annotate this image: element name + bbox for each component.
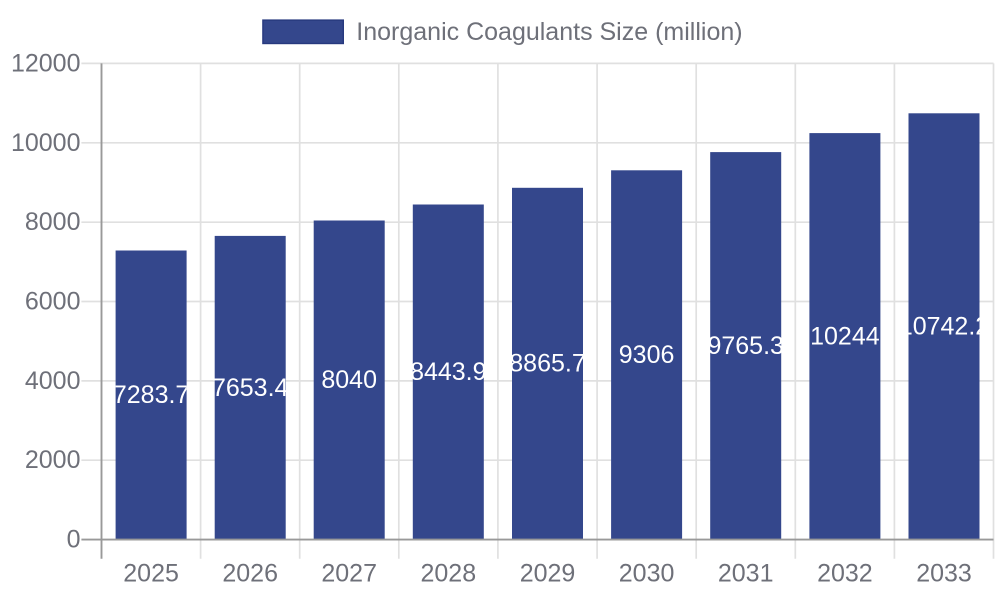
svg-text:10742.2: 10742.2 xyxy=(899,313,989,341)
svg-text:2000: 2000 xyxy=(25,446,81,474)
svg-text:2026: 2026 xyxy=(222,560,278,588)
svg-text:4000: 4000 xyxy=(25,367,81,395)
svg-text:2032: 2032 xyxy=(817,560,873,588)
svg-text:8865.7: 8865.7 xyxy=(509,350,585,378)
svg-text:2028: 2028 xyxy=(420,560,476,588)
svg-text:2025: 2025 xyxy=(123,560,179,588)
svg-text:8000: 8000 xyxy=(25,208,81,236)
svg-text:10244: 10244 xyxy=(810,322,880,350)
svg-text:Inorganic Coagulants Size (mil: Inorganic Coagulants Size (million) xyxy=(356,18,742,46)
svg-text:2029: 2029 xyxy=(520,560,576,588)
svg-text:2031: 2031 xyxy=(718,560,774,588)
svg-text:0: 0 xyxy=(67,526,81,554)
svg-text:2033: 2033 xyxy=(916,560,972,588)
svg-text:2027: 2027 xyxy=(321,560,377,588)
svg-text:10000: 10000 xyxy=(11,129,81,157)
svg-text:8443.9: 8443.9 xyxy=(410,358,486,386)
svg-text:9306: 9306 xyxy=(619,341,675,369)
svg-text:7283.7: 7283.7 xyxy=(113,381,189,409)
svg-text:12000: 12000 xyxy=(11,49,81,77)
svg-text:2030: 2030 xyxy=(619,560,675,588)
svg-text:6000: 6000 xyxy=(25,288,81,316)
svg-text:9765.3: 9765.3 xyxy=(707,332,783,360)
svg-text:7653.4: 7653.4 xyxy=(212,374,289,402)
svg-text:8040: 8040 xyxy=(321,366,377,394)
